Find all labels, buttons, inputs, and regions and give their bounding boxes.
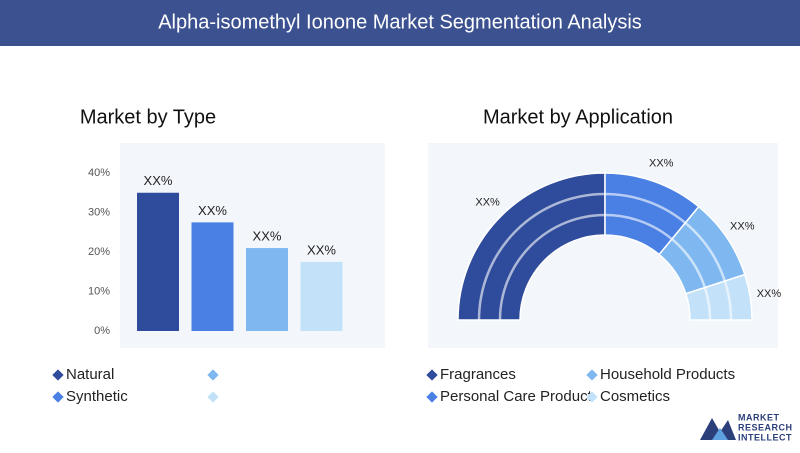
value-label: XX% [253,228,282,243]
y-tick-label: 10% [88,285,110,297]
bar [137,192,179,331]
legend-label: Cosmetics [600,388,670,405]
legend-marker [52,369,64,381]
y-tick-label: 0% [94,325,110,337]
value-label: XX% [144,173,173,188]
y-tick-label: 30% [88,206,110,218]
legend-label: Natural [66,366,114,383]
y-tick-label: 20% [88,246,110,258]
legend-marker [426,391,438,403]
bar [191,222,234,331]
legend-marker [207,391,219,403]
legend-marker [426,369,438,381]
legend-marker [52,391,64,403]
value-label: XX% [475,197,500,209]
header-bar [0,0,800,46]
chart-title: Market by Type [80,106,216,128]
value-label: XX% [307,242,336,257]
legend-label: Personal Care Product [440,388,593,405]
ring-separator [498,213,712,321]
legend-label: Synthetic [66,388,128,405]
legend-marker [207,369,219,381]
legend-label: Fragrances [440,366,516,383]
pie-segment [684,273,753,321]
value-label: XX% [757,288,782,300]
bar [246,248,288,331]
logo-icon [700,418,736,440]
y-tick-label: 40% [88,167,110,179]
ring-separator [477,192,733,321]
legend-label: Household Products [600,366,735,383]
bar [300,261,343,331]
value-label: XX% [649,158,674,170]
chart-title: Market by Application [483,106,673,128]
page-title: Alpha-isomethyl Ionone Market Segmentati… [158,11,642,33]
value-label: XX% [730,221,755,233]
logo-text: INTELLECT [738,432,792,442]
legend-marker [586,369,598,381]
logo-text: MARKET [738,412,780,422]
logo-text: RESEARCH [738,422,793,432]
value-label: XX% [198,203,227,218]
legend-marker [586,391,598,403]
